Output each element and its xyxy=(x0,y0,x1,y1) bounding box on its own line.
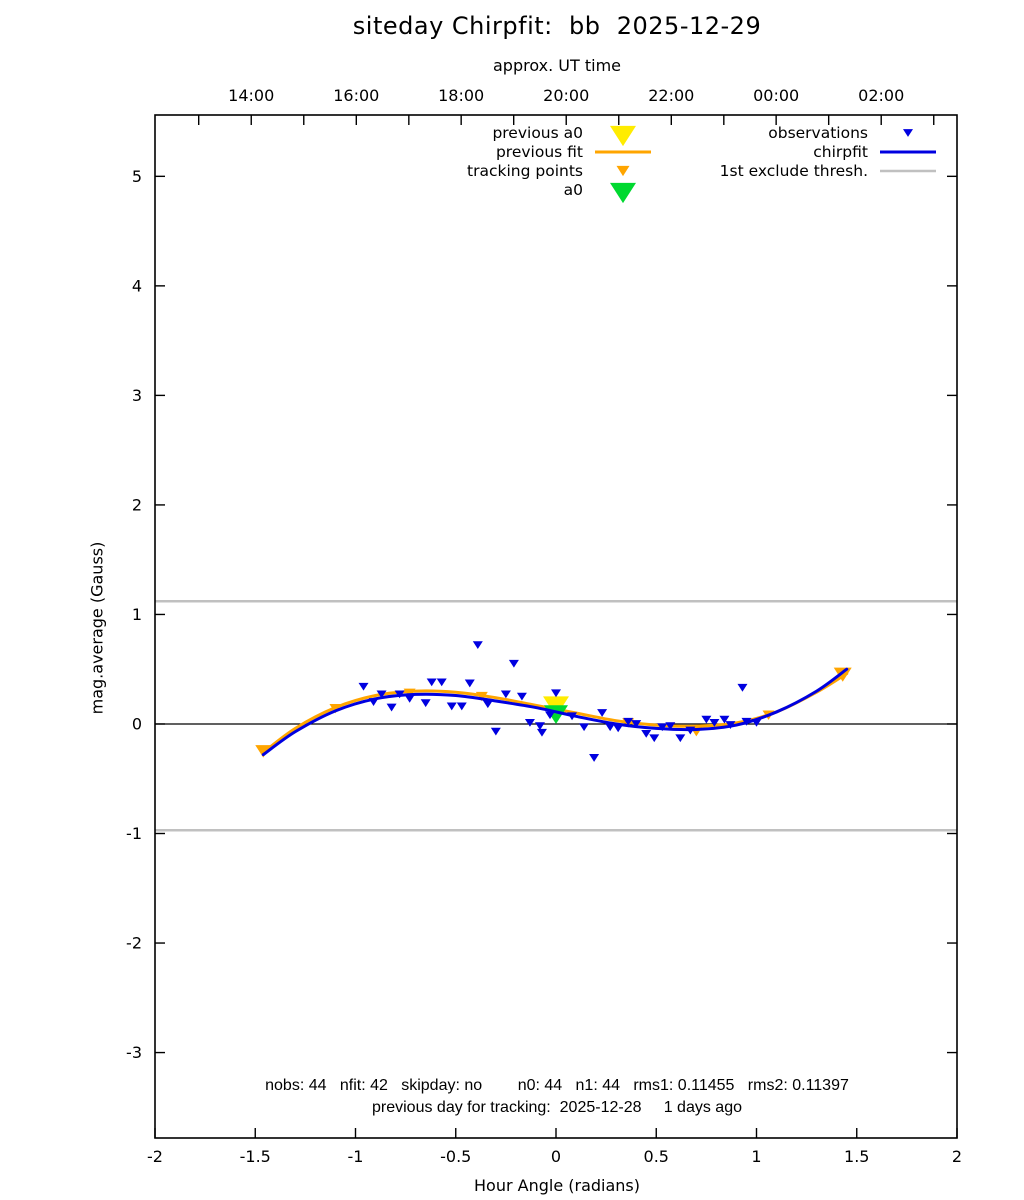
observation-marker xyxy=(524,718,535,727)
observation-marker xyxy=(464,679,475,688)
observation-marker xyxy=(436,678,447,687)
ut-tick-label: 18:00 xyxy=(438,86,484,105)
y-tick-label: 1 xyxy=(132,605,142,624)
observation-marker xyxy=(579,723,590,732)
tracking-point-marker xyxy=(833,667,852,682)
stats-line-1: nobs: 44 nfit: 42 skipday: no n0: 44 n1:… xyxy=(265,1077,849,1094)
legend-1st-exclude-thresh--label: 1st exclude thresh. xyxy=(720,162,868,180)
observation-marker xyxy=(376,690,387,699)
x-tick-label: 2 xyxy=(952,1147,962,1166)
observation-marker xyxy=(472,641,483,650)
legend-a0-label: a0 xyxy=(564,181,583,199)
chirpfit-line xyxy=(261,667,849,757)
observation-marker xyxy=(516,692,527,701)
y-tick-label: -2 xyxy=(126,934,142,953)
tracking-point-marker xyxy=(329,703,342,714)
observation-marker xyxy=(613,724,624,733)
observation-marker xyxy=(701,715,712,724)
plot-border xyxy=(154,114,958,1139)
observation-marker xyxy=(534,722,545,731)
y-tick-label: 4 xyxy=(132,276,142,295)
legend-tracking-points-label: tracking points xyxy=(467,162,583,180)
legend-observations-marker xyxy=(903,129,913,137)
x-tick-label: 0.5 xyxy=(644,1147,669,1166)
chart-title: siteday Chirpfit: bb 2025-12-29 xyxy=(352,12,762,40)
observation-marker xyxy=(551,689,561,698)
observation-marker xyxy=(404,694,415,703)
legend-chirpfit-label: chirpfit xyxy=(813,143,868,161)
observation-marker xyxy=(605,723,616,732)
observation-marker xyxy=(420,699,431,708)
observation-marker xyxy=(623,717,634,726)
tracking-point-marker xyxy=(255,745,272,758)
observation-marker xyxy=(508,659,519,668)
observation-marker xyxy=(649,734,660,743)
legend-observations-label: observations xyxy=(768,124,868,142)
observation-marker xyxy=(358,682,369,691)
ut-tick-label: 22:00 xyxy=(648,86,694,105)
observation-marker xyxy=(490,727,501,736)
x-tick-label: -0.5 xyxy=(440,1147,471,1166)
y-tick-label: 0 xyxy=(132,714,142,733)
y-tick-label: 3 xyxy=(132,386,142,405)
observation-marker xyxy=(500,690,511,699)
legend-previous-fit-label: previous fit xyxy=(496,143,583,161)
observation-marker xyxy=(544,711,555,720)
y-tick-label: 5 xyxy=(132,167,142,186)
y-axis-label: mag.average (Gauss) xyxy=(87,541,107,715)
ut-tick-label: 00:00 xyxy=(753,86,799,105)
y-tick-label: -1 xyxy=(126,824,142,843)
legend-a0-marker xyxy=(610,182,636,204)
observation-marker xyxy=(675,734,686,743)
observation-marker xyxy=(737,683,748,692)
observation-marker xyxy=(456,702,467,711)
observation-marker xyxy=(597,709,608,717)
observation-marker xyxy=(631,720,642,728)
ut-tick-label: 02:00 xyxy=(858,86,904,105)
legend-previous-a0-marker xyxy=(610,125,636,147)
y-tick-label: -3 xyxy=(126,1043,142,1062)
x-tick-label: 1 xyxy=(751,1147,761,1166)
observation-marker xyxy=(719,715,730,724)
y-tick-label: 2 xyxy=(132,495,142,514)
legend-tracking-points-marker xyxy=(616,165,630,177)
ut-tick-label: 20:00 xyxy=(543,86,589,105)
observation-marker xyxy=(536,728,547,737)
observation-marker xyxy=(709,718,720,727)
ut-tick-label: 14:00 xyxy=(228,86,274,105)
stats-line-2: previous day for tracking: 2025-12-28 1 … xyxy=(372,1099,742,1116)
ut-axis-label: approx. UT time xyxy=(493,56,621,75)
x-tick-label: -1.5 xyxy=(240,1147,271,1166)
observation-marker xyxy=(665,722,676,731)
observation-marker xyxy=(641,729,652,738)
observation-marker xyxy=(386,703,397,712)
x-tick-label: -1 xyxy=(348,1147,364,1166)
observation-marker xyxy=(482,700,493,709)
observation-marker xyxy=(589,754,600,762)
x-axis-label: Hour Angle (radians) xyxy=(474,1176,640,1195)
ut-tick-label: 16:00 xyxy=(333,86,379,105)
legend-previous-a0-label: previous a0 xyxy=(492,124,583,142)
x-tick-label: 0 xyxy=(551,1147,561,1166)
observation-marker xyxy=(426,678,437,687)
x-tick-label: -2 xyxy=(147,1147,163,1166)
tracking-point-marker xyxy=(475,691,488,702)
x-tick-label: 1.5 xyxy=(844,1147,869,1166)
observation-marker xyxy=(446,702,457,711)
